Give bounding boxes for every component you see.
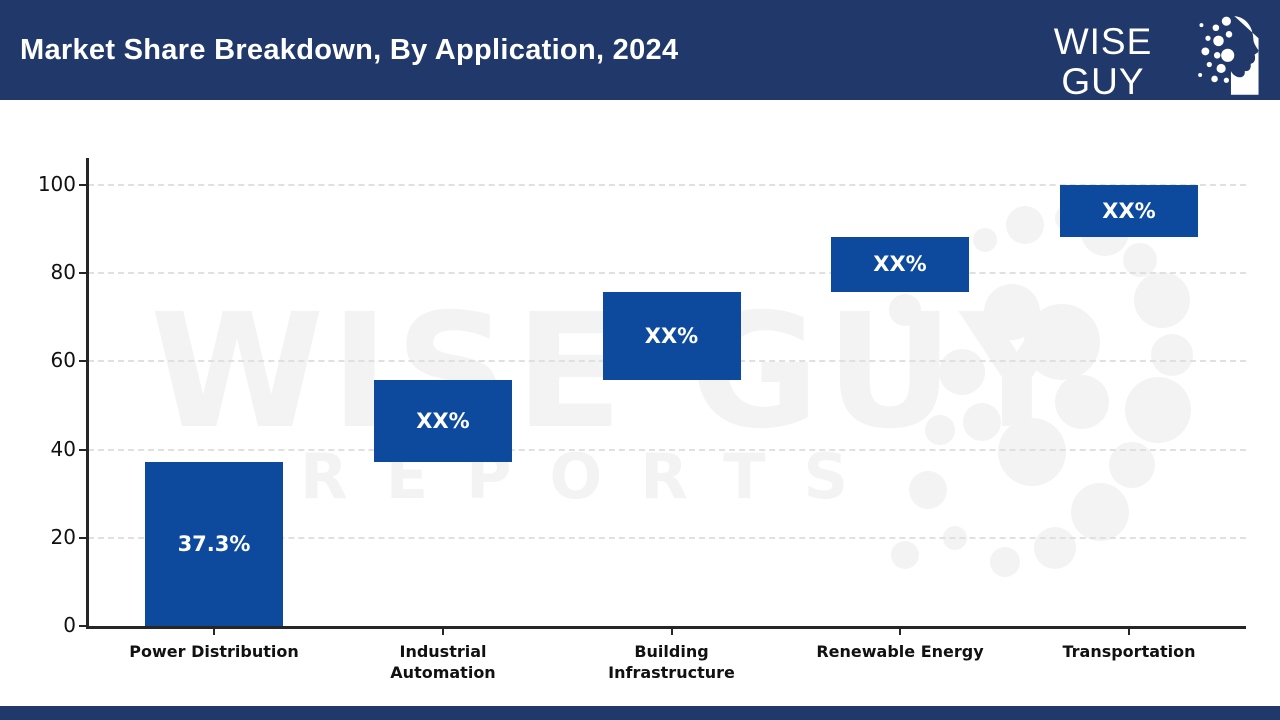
x-axis-line xyxy=(86,626,1246,629)
y-axis-tick xyxy=(79,625,87,627)
header-bar: Market Share Breakdown, By Application, … xyxy=(0,0,1280,119)
wiseguy-logo: WISE GUY REPORTS xyxy=(1012,6,1262,119)
x-category-label-line: Power Distribution xyxy=(129,642,299,661)
bar: XX% xyxy=(831,236,969,292)
x-category-label-line: Industrial xyxy=(399,642,487,661)
x-category-label-line: Renewable Energy xyxy=(816,642,984,661)
logo-subtitle: REPORTS xyxy=(1036,104,1176,119)
bar-value-label: XX% xyxy=(644,323,699,348)
x-axis-tick xyxy=(213,628,215,635)
y-axis-tick xyxy=(79,448,87,451)
x-axis-tick xyxy=(1128,628,1130,635)
x-category-label: Renewable Energy xyxy=(785,641,1015,662)
bar: XX% xyxy=(1060,185,1198,237)
x-category-label: Transportation xyxy=(1014,641,1244,662)
x-axis-tick xyxy=(899,628,901,635)
y-tick-label: 100 xyxy=(37,172,76,196)
x-category-label: Power Distribution xyxy=(99,641,329,662)
x-axis-tick xyxy=(442,628,444,635)
x-category-label: Building Infrastructure xyxy=(557,641,787,683)
wiseguy-head-icon xyxy=(1198,15,1260,95)
y-axis-tick xyxy=(79,184,87,186)
gridline xyxy=(88,448,1246,451)
y-axis-tick xyxy=(79,272,87,275)
x-axis-tick xyxy=(670,628,673,635)
bar-value-label: XX% xyxy=(873,252,927,277)
gridline xyxy=(88,184,1246,186)
y-axis-tick xyxy=(79,536,87,539)
bar: 37.3% xyxy=(145,461,283,626)
y-axis-tick xyxy=(79,360,87,363)
gridline xyxy=(88,272,1246,275)
x-category-label: Industrial Automation xyxy=(328,641,558,683)
y-axis-line xyxy=(86,158,89,628)
logo-text: WISE GUY REPORTS xyxy=(1012,21,1194,120)
y-tick-label: 20 xyxy=(50,524,76,549)
y-tick-label: 0 xyxy=(63,613,76,637)
x-category-label-line: Automation xyxy=(390,663,496,682)
page-title: Market Share Breakdown, By Application, … xyxy=(20,33,679,66)
bar-value-label: XX% xyxy=(1102,198,1156,223)
logo-wordmark: WISE GUY xyxy=(1053,21,1153,102)
x-category-label-line: Transportation xyxy=(1062,642,1196,661)
bar-value-label: XX% xyxy=(416,408,470,433)
gridline xyxy=(88,536,1246,539)
footer-bar xyxy=(0,706,1280,720)
x-category-label-line: Building xyxy=(634,642,709,661)
y-tick-label: 80 xyxy=(50,260,76,285)
bar: XX% xyxy=(374,379,512,462)
y-tick-label: 40 xyxy=(50,436,76,461)
bar-value-label: 37.3% xyxy=(177,531,251,556)
y-tick-label: 60 xyxy=(50,348,76,373)
x-category-label-line: Infrastructure xyxy=(608,663,735,682)
bar: XX% xyxy=(602,291,741,380)
